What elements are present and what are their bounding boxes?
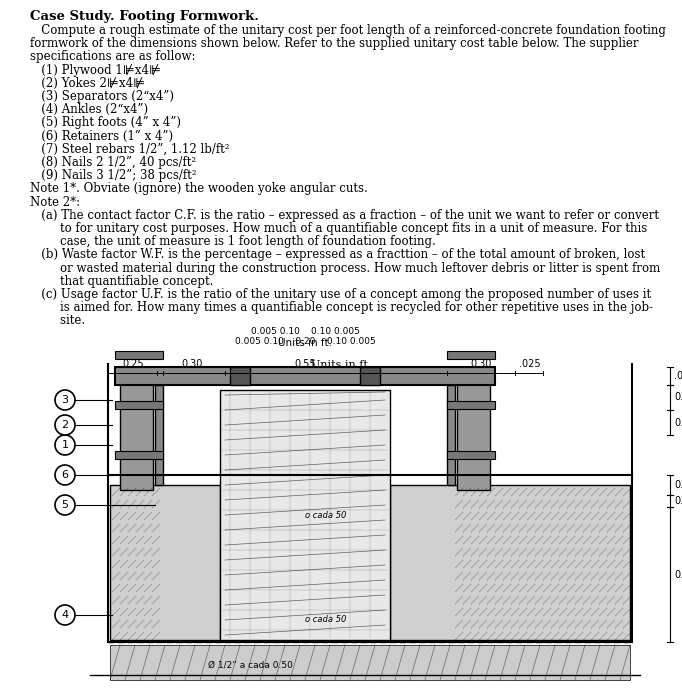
Text: formwork of the dimensions shown below. Refer to the supplied unitary cost table: formwork of the dimensions shown below. … [30, 37, 638, 50]
Circle shape [55, 390, 75, 410]
Text: 0.10: 0.10 [674, 480, 682, 490]
Circle shape [55, 495, 75, 515]
Text: (c) Usage factor U.F. is the ratio of the unitary use of a concept among the pro: (c) Usage factor U.F. is the ratio of th… [30, 288, 651, 301]
Text: (b) Waste factor W.F. is the percentage – expressed as a fracttion – of the tota: (b) Waste factor W.F. is the percentage … [30, 248, 645, 261]
Text: 0.005 0.10    0.20    0.10 0.005: 0.005 0.10 0.20 0.10 0.005 [235, 337, 375, 346]
Text: 0.10: 0.10 [674, 393, 682, 402]
Text: 4: 4 [61, 610, 69, 620]
Text: o cada 50: o cada 50 [305, 510, 346, 519]
Polygon shape [110, 645, 630, 680]
Text: to for unitary cost purposes. How much of a quantifiable concept fits in a unit : to for unitary cost purposes. How much o… [30, 222, 647, 235]
Text: 2: 2 [61, 420, 69, 430]
Polygon shape [115, 451, 163, 459]
Text: case, the unit of measure is 1 foot length of foundation footing.: case, the unit of measure is 1 foot leng… [30, 235, 436, 248]
Text: 0.05: 0.05 [674, 496, 682, 506]
Text: .05: .05 [674, 371, 682, 381]
Text: 0.55: 0.55 [294, 359, 316, 369]
Text: Note 2*:: Note 2*: [30, 195, 80, 209]
Text: 3: 3 [61, 395, 68, 405]
Polygon shape [447, 385, 455, 485]
Text: specifications are as follow:: specifications are as follow: [30, 50, 196, 64]
Text: (5) Right foots (4” x 4”): (5) Right foots (4” x 4”) [30, 116, 181, 130]
Polygon shape [115, 367, 495, 385]
Polygon shape [220, 390, 390, 640]
Text: .025: .025 [519, 359, 541, 369]
Text: that quantifiable concept.: that quantifiable concept. [30, 275, 213, 288]
Text: (6) Retainers (1” x 4”): (6) Retainers (1” x 4”) [30, 130, 173, 143]
Text: 0.30: 0.30 [181, 359, 203, 369]
Text: 1: 1 [61, 440, 68, 450]
Polygon shape [447, 401, 495, 409]
Circle shape [55, 605, 75, 625]
Polygon shape [447, 451, 495, 459]
Text: (8) Nails 2 1/2”, 40 pcs/ft²: (8) Nails 2 1/2”, 40 pcs/ft² [30, 156, 196, 169]
Text: 0.30: 0.30 [471, 359, 492, 369]
Polygon shape [230, 367, 250, 385]
Text: Units in ft.: Units in ft. [278, 338, 332, 348]
Polygon shape [155, 385, 163, 485]
Text: (1) Plywood 1⊯x4⊯: (1) Plywood 1⊯x4⊯ [30, 64, 161, 77]
Polygon shape [360, 367, 380, 385]
Polygon shape [390, 485, 630, 640]
Text: (3) Separators (2“x4”): (3) Separators (2“x4”) [30, 90, 174, 103]
Text: (2) Yokes 2⊯x4⊯: (2) Yokes 2⊯x4⊯ [30, 77, 145, 90]
Text: site.: site. [30, 314, 85, 328]
Text: (7) Steel rebars 1/2”, 1.12 lb/ft²: (7) Steel rebars 1/2”, 1.12 lb/ft² [30, 143, 230, 156]
Polygon shape [115, 351, 163, 359]
Text: is aimed for. How many times a quantifiable concept is recycled for other repeti: is aimed for. How many times a quantifia… [30, 301, 653, 314]
Text: or wasted material during the construction process. How much leftover debris or : or wasted material during the constructi… [30, 262, 660, 274]
Text: 6: 6 [61, 470, 68, 480]
Text: o cada 50: o cada 50 [305, 615, 346, 624]
Text: Case Study. Footing Formwork.: Case Study. Footing Formwork. [30, 10, 259, 23]
Text: 0.15: 0.15 [674, 570, 682, 580]
Circle shape [55, 435, 75, 455]
Polygon shape [110, 485, 220, 640]
Circle shape [55, 465, 75, 485]
Text: Compute a rough estimate of the unitary cost per foot length of a reinforced-con: Compute a rough estimate of the unitary … [30, 24, 666, 37]
Circle shape [55, 415, 75, 435]
Text: 0.10 0.005: 0.10 0.005 [310, 327, 359, 336]
Text: 5: 5 [61, 500, 68, 510]
Text: Units in ft.: Units in ft. [311, 360, 371, 370]
Text: 0.10: 0.10 [674, 417, 682, 428]
Text: (9) Nails 3 1/2”; 38 pcs/ft²: (9) Nails 3 1/2”; 38 pcs/ft² [30, 169, 196, 182]
Text: Ø 1/2” a cada 0.50: Ø 1/2” a cada 0.50 [207, 661, 293, 669]
Polygon shape [120, 382, 153, 490]
Text: (4) Ankles (2“x4”): (4) Ankles (2“x4”) [30, 103, 148, 116]
Polygon shape [457, 382, 490, 490]
Text: Note 1*. Obviate (ignore) the wooden yoke angular cuts.: Note 1*. Obviate (ignore) the wooden yok… [30, 183, 368, 195]
Text: 0.25: 0.25 [122, 359, 144, 369]
Polygon shape [115, 401, 163, 409]
Text: (a) The contact factor C.F. is the ratio – expressed as a fraction – of the unit: (a) The contact factor C.F. is the ratio… [30, 209, 659, 222]
Polygon shape [447, 351, 495, 359]
Text: 0.005 0.10: 0.005 0.10 [250, 327, 299, 336]
